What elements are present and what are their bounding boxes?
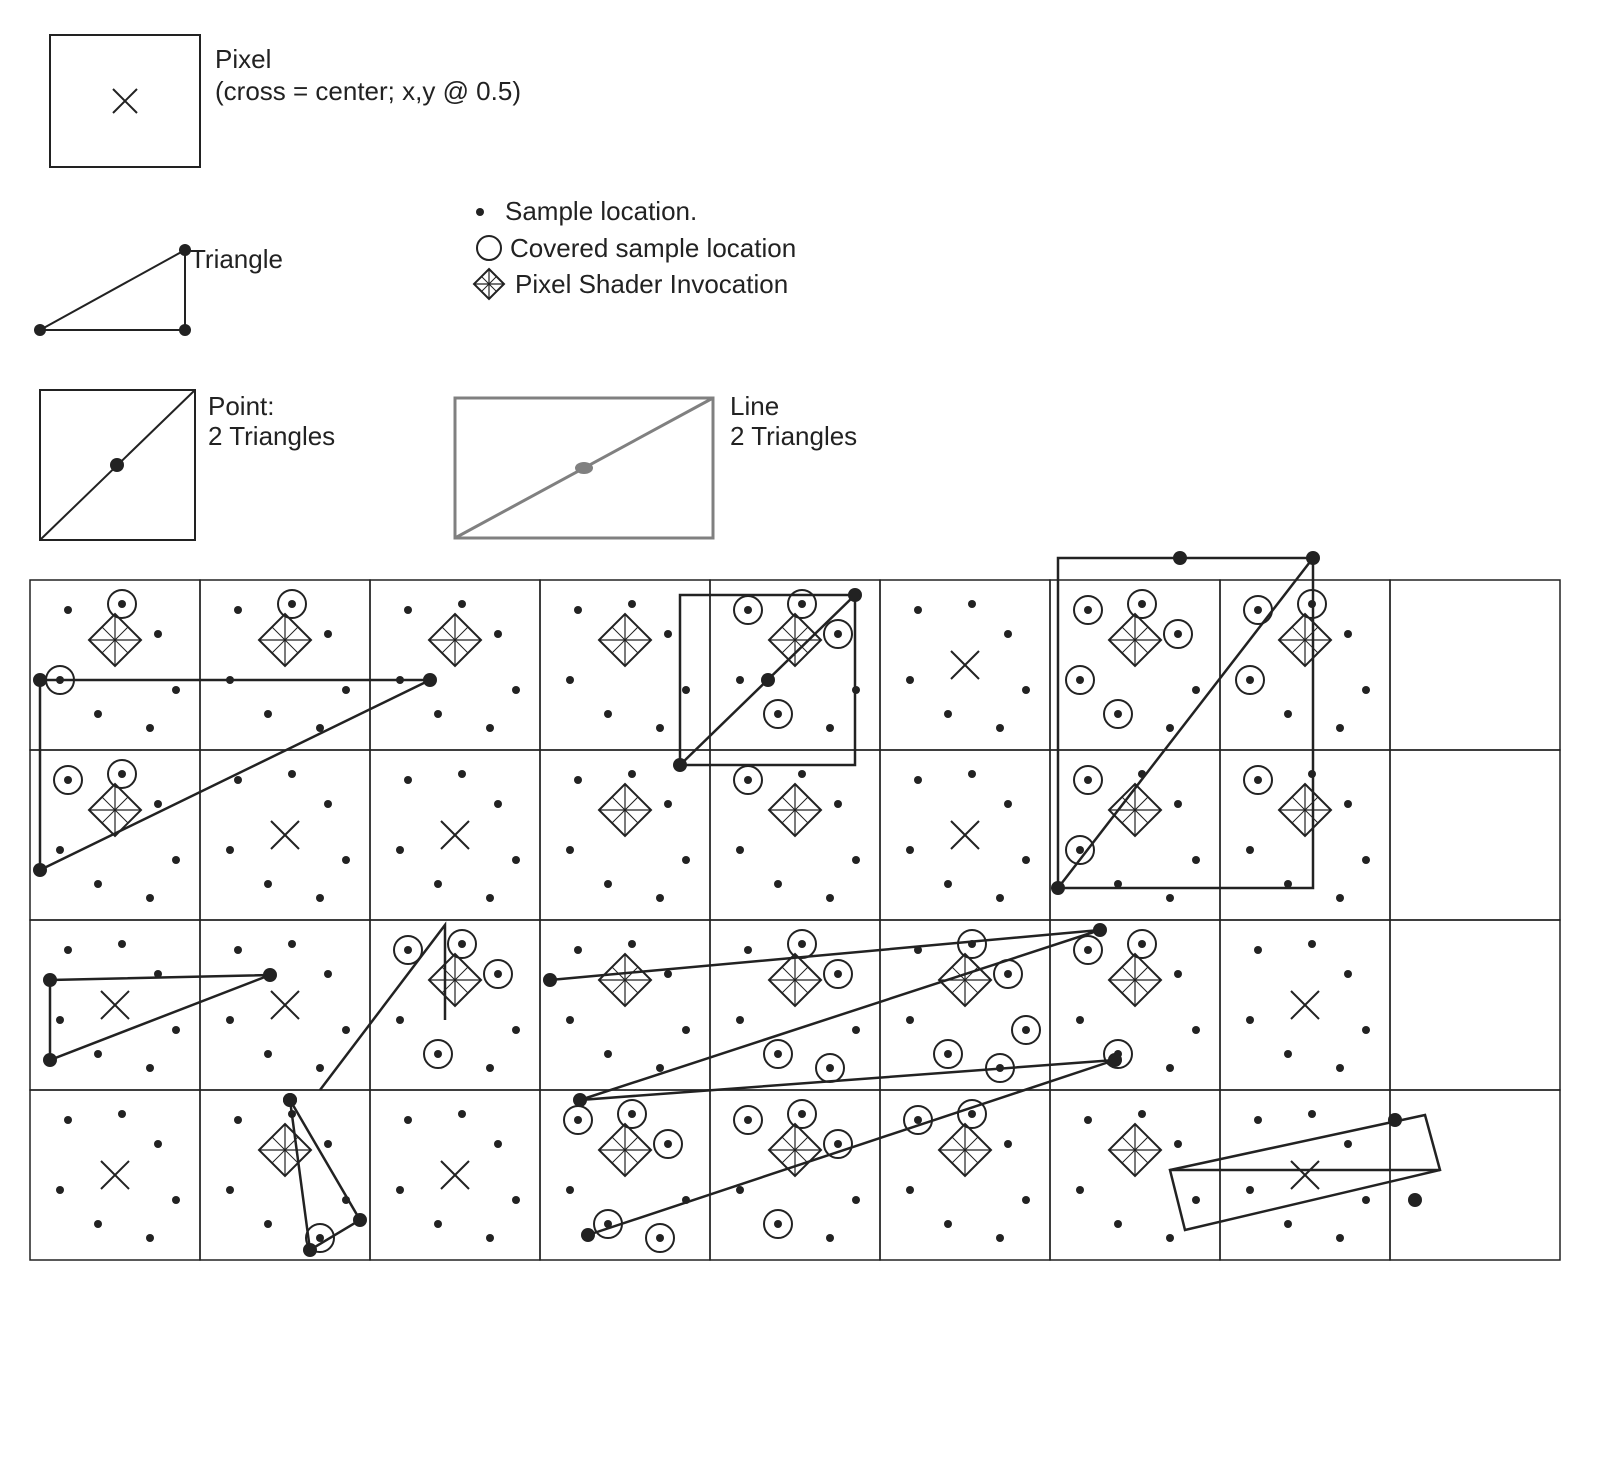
triangle-icon — [40, 250, 185, 330]
sample-label: Sample location. — [505, 196, 697, 226]
covered-label: Covered sample location — [510, 233, 796, 263]
rasterization-diagram: Pixel(cross = center; x,y @ 0.5) Triangle… — [20, 20, 1591, 1439]
cell-marks — [46, 590, 1370, 1252]
diamond-label: Pixel Shader Invocation — [515, 269, 788, 299]
primitives — [33, 551, 1440, 1257]
triangle-label: Triangle — [190, 244, 283, 274]
pixel-label: Pixel — [215, 44, 271, 74]
pixel-sublabel: (cross = center; x,y @ 0.5) — [215, 76, 521, 106]
legend: Pixel(cross = center; x,y @ 0.5) Triangle… — [34, 35, 857, 540]
point-label: Point: — [208, 391, 275, 421]
line-sublabel: 2 Triangles — [730, 421, 857, 451]
line-label: Line — [730, 391, 779, 421]
point-sublabel: 2 Triangles — [208, 421, 335, 451]
